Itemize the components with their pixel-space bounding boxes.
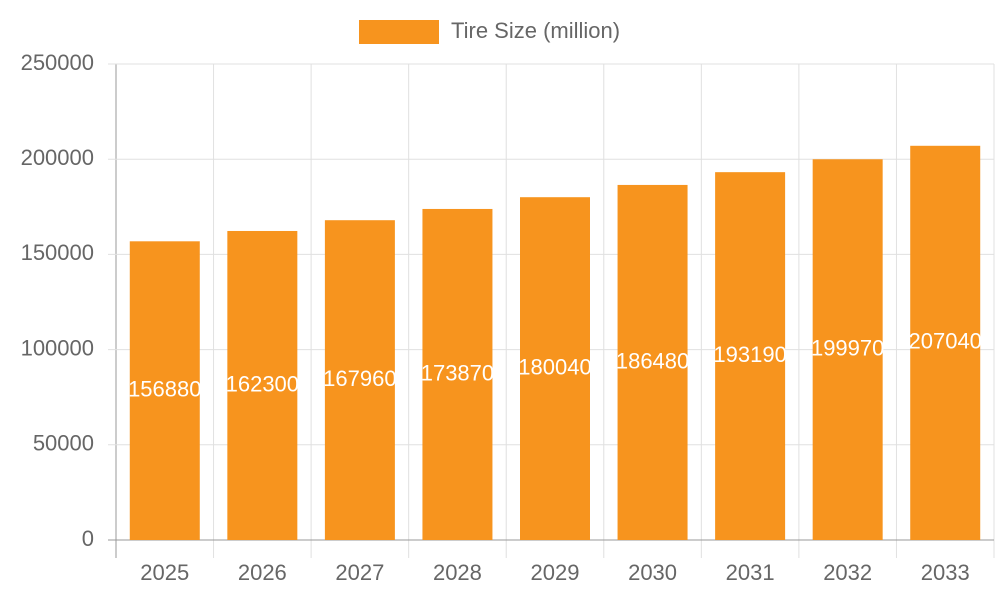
x-tick-label: 2033 <box>921 560 970 585</box>
data-label: 193190 <box>713 342 786 367</box>
bar <box>227 230 298 540</box>
legend-label: Tire Size (million) <box>451 18 620 43</box>
data-label: 173870 <box>421 360 494 385</box>
y-tick-label: 50000 <box>33 431 94 456</box>
x-tick-label: 2026 <box>238 560 287 585</box>
bar <box>324 220 395 540</box>
x-tick-label: 2027 <box>335 560 384 585</box>
bar <box>715 172 786 540</box>
x-tick-label: 2031 <box>726 560 775 585</box>
bar <box>910 145 981 540</box>
data-label: 180040 <box>518 354 591 379</box>
data-label: 207040 <box>909 329 982 354</box>
x-tick-label: 2030 <box>628 560 677 585</box>
data-label: 162300 <box>226 371 299 396</box>
data-label: 199970 <box>811 335 884 360</box>
y-tick-label: 250000 <box>21 50 94 75</box>
bar <box>812 159 883 540</box>
bar <box>129 241 200 540</box>
bar <box>617 184 688 540</box>
y-tick-label: 0 <box>82 526 94 551</box>
bar <box>520 197 590 540</box>
y-tick-label: 200000 <box>21 145 94 170</box>
x-tick-label: 2032 <box>823 560 872 585</box>
y-tick-label: 150000 <box>21 240 94 265</box>
data-label: 186480 <box>616 348 689 373</box>
x-tick-label: 2025 <box>140 560 189 585</box>
bar <box>422 208 493 540</box>
y-tick-label: 100000 <box>21 335 94 360</box>
legend-swatch <box>359 20 439 44</box>
data-label: 167960 <box>323 366 396 391</box>
data-label: 156880 <box>128 376 201 401</box>
x-tick-label: 2029 <box>531 560 580 585</box>
x-tick-label: 2028 <box>433 560 482 585</box>
